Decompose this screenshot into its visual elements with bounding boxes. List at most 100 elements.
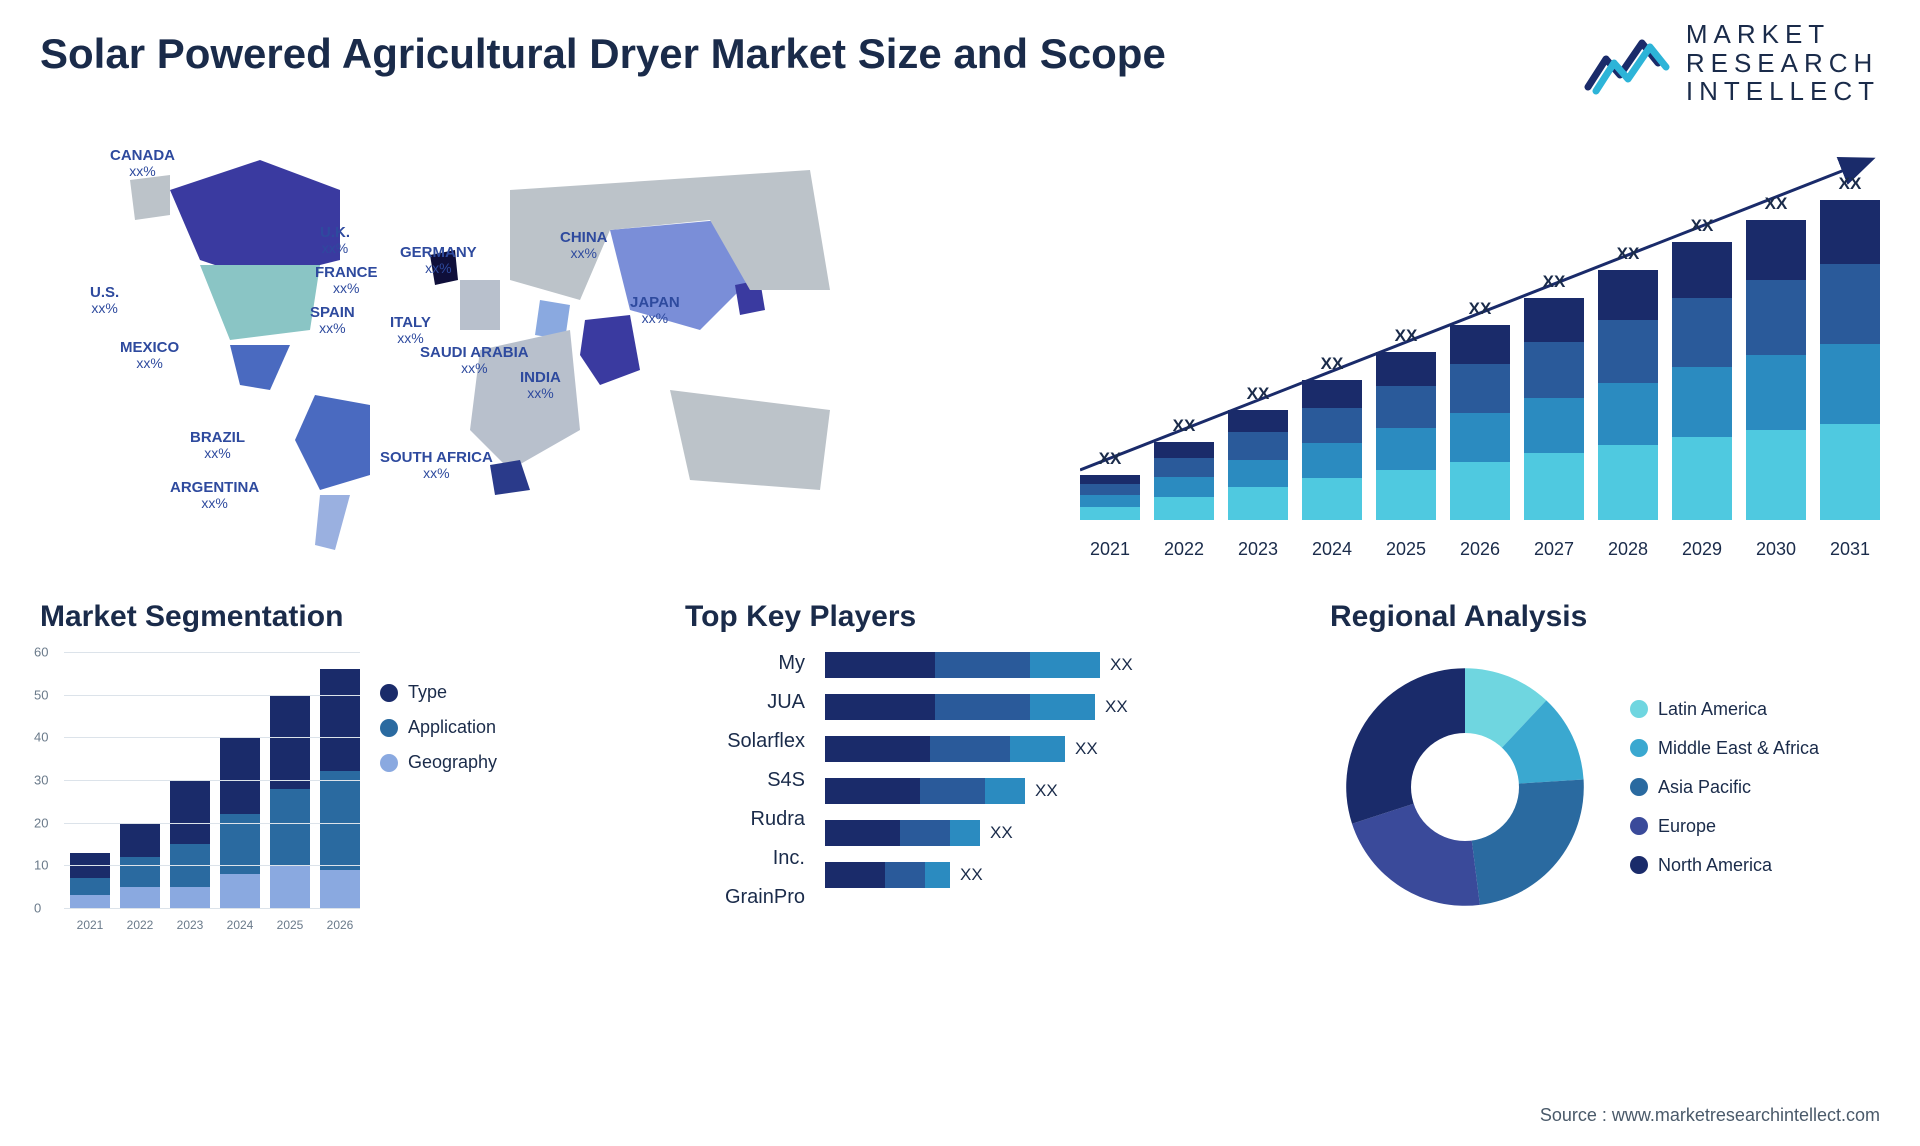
hero-x-label: 2027 — [1524, 539, 1584, 560]
hero-bar: XX — [1376, 352, 1436, 520]
hero-x-label: 2024 — [1302, 539, 1362, 560]
hero-x-label: 2028 — [1598, 539, 1658, 560]
hero-x-label: 2029 — [1672, 539, 1732, 560]
player-row: XX — [825, 736, 1290, 762]
player-row: XX — [825, 694, 1290, 720]
regional-section: Regional Analysis Latin AmericaMiddle Ea… — [1330, 600, 1880, 932]
hero-bar-chart: XXXXXXXXXXXXXXXXXXXXXX 20212022202320242… — [1080, 130, 1880, 560]
hero-bar-label: XX — [1524, 272, 1584, 292]
hero-bar-label: XX — [1228, 384, 1288, 404]
logo-line1: MARKET — [1686, 20, 1880, 49]
seg-legend-item: Application — [380, 717, 497, 738]
player-value: XX — [1105, 697, 1128, 717]
player-row: XX — [825, 778, 1290, 804]
map-label: CANADAxx% — [110, 148, 175, 180]
seg-ytick: 40 — [34, 730, 48, 745]
seg-ytick: 20 — [34, 815, 48, 830]
source-attribution: Source : www.marketresearchintellect.com — [1540, 1105, 1880, 1126]
regional-legend: Latin AmericaMiddle East & AfricaAsia Pa… — [1630, 699, 1819, 876]
logo-line2: RESEARCH — [1686, 49, 1880, 78]
map-label: FRANCExx% — [315, 265, 378, 297]
seg-x-label: 2021 — [70, 918, 110, 932]
segmentation-legend: TypeApplicationGeography — [380, 682, 497, 932]
seg-bar — [170, 780, 210, 908]
regional-legend-item: Europe — [1630, 816, 1819, 837]
map-label: SPAINxx% — [310, 305, 355, 337]
seg-ytick: 60 — [34, 645, 48, 660]
seg-legend-item: Type — [380, 682, 497, 703]
players-chart: MyJUASolarflexS4SRudraInc.GrainPro XXXXX… — [685, 652, 1290, 909]
player-row: XX — [825, 652, 1290, 678]
player-value: XX — [960, 865, 983, 885]
regional-legend-item: North America — [1630, 855, 1819, 876]
map-label: U.K.xx% — [320, 225, 350, 257]
hero-bar: XX — [1524, 298, 1584, 520]
player-name: Inc. — [685, 847, 805, 870]
hero-bar: XX — [1672, 242, 1732, 520]
player-value: XX — [1110, 655, 1133, 675]
seg-x-label: 2025 — [270, 918, 310, 932]
hero-bar: XX — [1450, 325, 1510, 520]
page-title: Solar Powered Agricultural Dryer Market … — [40, 30, 1166, 78]
regional-legend-item: Middle East & Africa — [1630, 738, 1819, 759]
hero-bar: XX — [1302, 380, 1362, 520]
player-name: GrainPro — [685, 886, 805, 909]
hero-bar-label: XX — [1746, 194, 1806, 214]
hero-bar: XX — [1228, 410, 1288, 520]
donut-chart — [1330, 652, 1600, 922]
players-labels: MyJUASolarflexS4SRudraInc.GrainPro — [685, 652, 805, 909]
seg-x-label: 2022 — [120, 918, 160, 932]
hero-x-label: 2031 — [1820, 539, 1880, 560]
player-value: XX — [1035, 781, 1058, 801]
seg-x-label: 2023 — [170, 918, 210, 932]
hero-x-label: 2025 — [1376, 539, 1436, 560]
bottom-sections: Market Segmentation 2021 2022 2023 2024 2025… — [40, 600, 1880, 932]
map-label: JAPANxx% — [630, 295, 680, 327]
hero-bar-label: XX — [1672, 216, 1732, 236]
seg-ytick: 10 — [34, 858, 48, 873]
hero-bar: XX — [1820, 200, 1880, 520]
hero-bar: XX — [1154, 442, 1214, 520]
player-name: S4S — [685, 769, 805, 792]
map-label: CHINAxx% — [560, 230, 608, 262]
map-label: INDIAxx% — [520, 370, 561, 402]
seg-x-label: 2026 — [320, 918, 360, 932]
seg-ytick: 30 — [34, 773, 48, 788]
logo-mark-icon — [1584, 31, 1674, 95]
hero-x-label: 2022 — [1154, 539, 1214, 560]
seg-ytick: 0 — [34, 901, 41, 916]
regional-legend-item: Asia Pacific — [1630, 777, 1819, 798]
hero-bar: XX — [1746, 220, 1806, 520]
map-label: ITALYxx% — [390, 315, 431, 347]
hero-x-label: 2023 — [1228, 539, 1288, 560]
regional-chart: Latin AmericaMiddle East & AfricaAsia Pa… — [1330, 652, 1880, 922]
seg-x-label: 2024 — [220, 918, 260, 932]
seg-ytick: 50 — [34, 687, 48, 702]
map-label: MEXICOxx% — [120, 340, 179, 372]
players-bars: XX XX XX XX XX XX — [825, 652, 1290, 909]
player-row: XX — [825, 820, 1290, 846]
seg-bar — [320, 669, 360, 908]
hero-bar-label: XX — [1154, 416, 1214, 436]
logo-line3: INTELLECT — [1686, 77, 1880, 106]
map-label: SOUTH AFRICAxx% — [380, 450, 493, 482]
players-title: Top Key Players — [685, 600, 1290, 634]
hero-bar-label: XX — [1820, 174, 1880, 194]
hero-bar-label: XX — [1302, 354, 1362, 374]
logo-text: MARKET RESEARCH INTELLECT — [1686, 20, 1880, 106]
hero-bar-label: XX — [1598, 244, 1658, 264]
segmentation-plot: 202120222023202420252026 0102030405060 — [40, 652, 360, 932]
seg-bar — [270, 695, 310, 908]
map-label: BRAZILxx% — [190, 430, 245, 462]
segmentation-section: Market Segmentation 2021 2022 2023 2024 2025… — [40, 600, 645, 932]
map-label: SAUDI ARABIAxx% — [420, 345, 529, 377]
player-value: XX — [990, 823, 1013, 843]
hero-bar-label: XX — [1080, 449, 1140, 469]
player-name: Rudra — [685, 808, 805, 831]
hero-x-label: 2021 — [1080, 539, 1140, 560]
player-name: Solarflex — [685, 730, 805, 753]
map-label: GERMANYxx% — [400, 245, 477, 277]
segmentation-chart: 202120222023202420252026 0102030405060 T… — [40, 652, 645, 932]
segmentation-title: Market Segmentation — [40, 600, 645, 634]
regional-title: Regional Analysis — [1330, 600, 1880, 634]
